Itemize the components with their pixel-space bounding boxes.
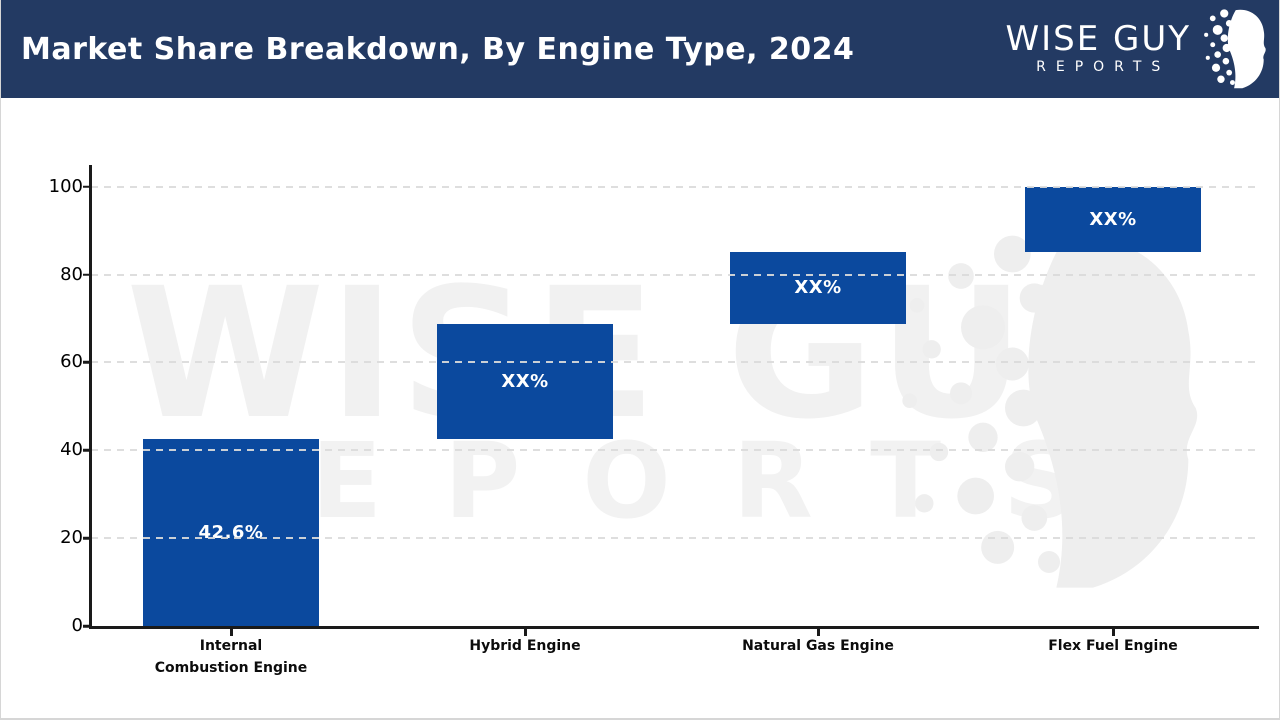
brand-logo: WISE GUY REPORTS [1005,6,1267,90]
x-category-label-line: Flex Fuel Engine [1048,638,1178,654]
bar-value-label: XX% [501,370,549,392]
header-bar: Market Share Breakdown, By Engine Type, … [1,0,1279,98]
bar-value-label: XX% [1089,208,1137,230]
y-gridline [91,449,1259,452]
y-tick-label: 80 [60,263,83,285]
y-tick-mark [83,624,91,628]
y-gridline [91,537,1259,540]
brand-name: WISE GUY [1005,19,1191,59]
x-category-label: Internal Combustion Engine [91,636,371,679]
bar-value-label: XX% [794,277,842,299]
x-category-label-line: Combustion Engine [154,659,308,676]
brand-logo-text: WISE GUY REPORTS [1005,20,1191,76]
bar-segment: XX% [437,323,613,439]
x-category-label-line: Internal [199,638,263,654]
x-tick-mark [817,628,820,636]
y-tick-label: 40 [60,439,83,461]
x-category-label: Flex Fuel Engine [973,636,1253,658]
bar-value-label: 42.6% [198,521,264,543]
page-title: Market Share Breakdown, By Engine Type, … [21,31,855,67]
watermark-text-line2: REPORTS [169,420,1141,542]
brand-head-icon [1204,9,1266,89]
y-tick-mark [83,536,91,540]
x-category-label-line: Natural Gas Engine [742,638,894,654]
bar-segment: XX% [730,251,906,324]
y-tick-label: 0 [71,615,83,636]
y-tick-label: 60 [60,351,83,373]
x-axis-spine [89,626,1259,629]
y-axis-spine [89,165,92,628]
bar-segment: XX% [1025,186,1201,252]
y-tick-label: 100 [48,175,83,197]
y-tick-mark [83,273,91,276]
y-gridline [91,185,1259,188]
y-gridline [91,361,1259,364]
y-tick-mark [83,185,91,189]
x-category-label: Hybrid Engine [385,636,665,658]
x-category-label: Natural Gas Engine [678,636,958,658]
watermark-head-icon [902,235,1198,588]
x-tick-mark [524,628,527,636]
x-category-label-line: Hybrid Engine [469,638,581,654]
y-tick-mark [83,449,91,452]
y-tick-label: 20 [60,527,83,549]
x-tick-mark [1112,628,1115,636]
brand-subname: REPORTS [1036,59,1171,75]
y-tick-mark [83,361,91,364]
x-tick-mark [230,628,233,636]
y-gridline [91,273,1259,276]
bar-segment: 42.6% [143,438,319,626]
